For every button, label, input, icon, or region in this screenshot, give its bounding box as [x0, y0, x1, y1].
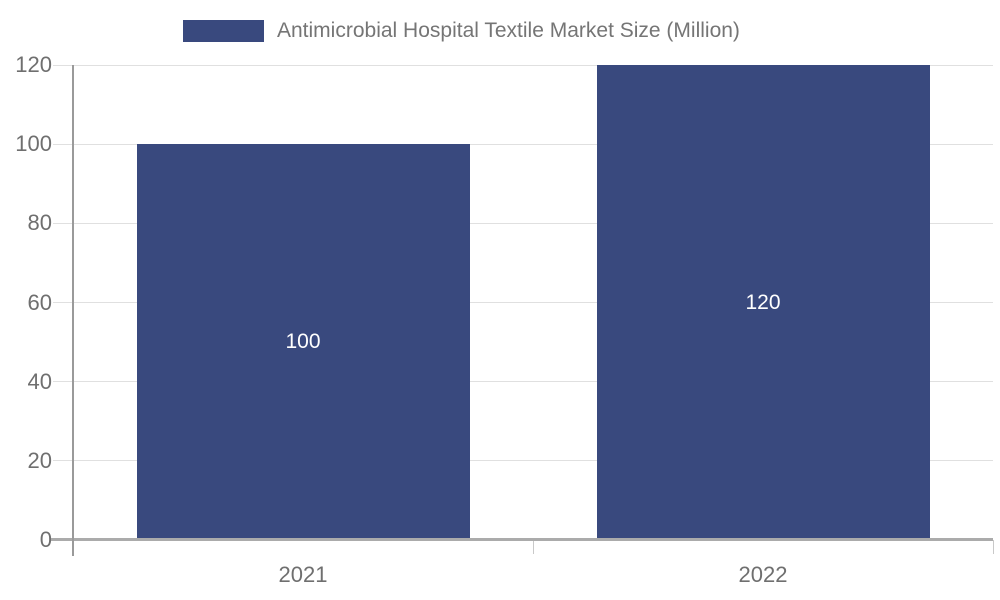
x-tick-label: 2022 [738, 562, 788, 587]
legend-label: Antimicrobial Hospital Textile Market Si… [277, 19, 740, 42]
bar [136, 144, 470, 540]
gridline [53, 302, 993, 303]
plot-area: 0 20 40 60 80 100 120 100 2021 120 2022 [15, 53, 994, 587]
gridline [53, 381, 993, 383]
x-tick-label: 2021 [278, 562, 328, 587]
gridline [53, 143, 993, 145]
y-tick-label: 0 [39, 527, 52, 552]
y-tick-label: 80 [27, 210, 52, 236]
legend: Antimicrobial Hospital Textile Market Si… [183, 20, 740, 42]
y-tick-label: 120 [15, 52, 52, 77]
y-tick-label: 40 [27, 368, 52, 394]
category-tick [992, 540, 994, 554]
x-axis-line [51, 538, 993, 541]
y-tick-label: 60 [27, 289, 52, 315]
category-tick [532, 540, 534, 554]
y-axis-line [72, 65, 74, 556]
legend-swatch [183, 20, 264, 42]
y-tick-label: 20 [27, 447, 52, 473]
gridline [53, 64, 993, 66]
bar-value-label: 120 [745, 290, 781, 314]
gridline [53, 222, 993, 224]
bar-value-label: 100 [285, 330, 321, 354]
y-tick-label: 100 [15, 131, 52, 157]
bar [596, 65, 930, 540]
gridline [53, 460, 993, 462]
